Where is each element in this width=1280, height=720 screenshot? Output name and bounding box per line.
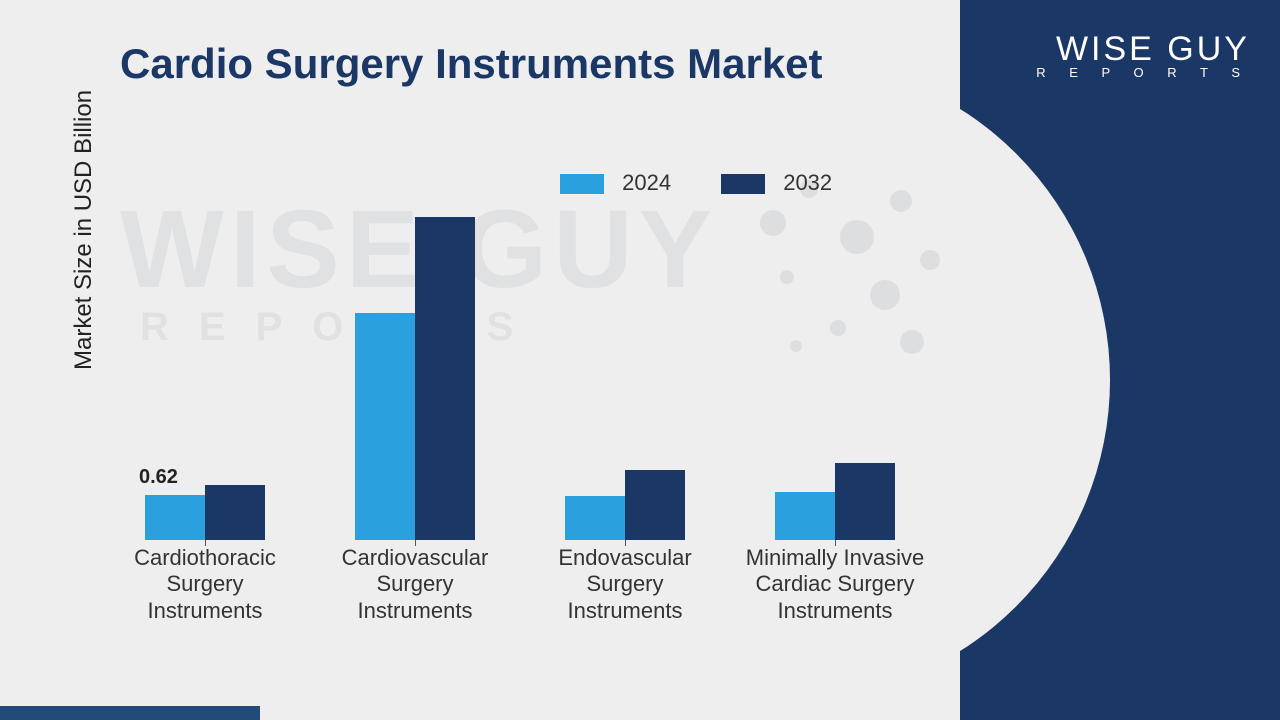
bar-2024 [355, 313, 415, 540]
brand-name: WISE GUY [1036, 30, 1250, 69]
bar-2024 [145, 495, 205, 540]
legend-item-2032: 2032 [721, 170, 832, 196]
legend-item-2024: 2024 [560, 170, 671, 196]
chart-title: Cardio Surgery Instruments Market [120, 40, 823, 88]
chart-stage: WISE GUY REPORTS Cardio Surgery Instrume… [0, 0, 1280, 720]
legend-label-2032: 2032 [783, 170, 832, 195]
brand-logo: WISE GUY R E P O R T S [1036, 30, 1250, 80]
bar-2032 [625, 470, 685, 540]
legend-swatch-2032 [721, 174, 765, 194]
plot-area: 0.62 [130, 210, 950, 540]
x-axis-category-label: Cardiothoracic Surgery Instruments [110, 545, 300, 624]
legend-label-2024: 2024 [622, 170, 671, 195]
bar-2024 [775, 492, 835, 540]
bar-2032 [205, 485, 265, 540]
legend-swatch-2024 [560, 174, 604, 194]
y-axis-label: Market Size in USD Billion [70, 90, 98, 370]
bottom-accent-bar [0, 706, 260, 720]
legend: 2024 2032 [560, 170, 832, 196]
x-axis-category-label: Endovascular Surgery Instruments [530, 545, 720, 624]
bar-2032 [835, 463, 895, 540]
x-axis-category-label: Cardiovascular Surgery Instruments [320, 545, 510, 624]
brand-subtitle: R E P O R T S [1036, 65, 1250, 80]
bar-2032 [415, 217, 475, 540]
x-axis-category-label: Minimally Invasive Cardiac Surgery Instr… [740, 545, 930, 624]
bar-2024 [565, 496, 625, 540]
bar-value-label: 0.62 [139, 466, 178, 489]
